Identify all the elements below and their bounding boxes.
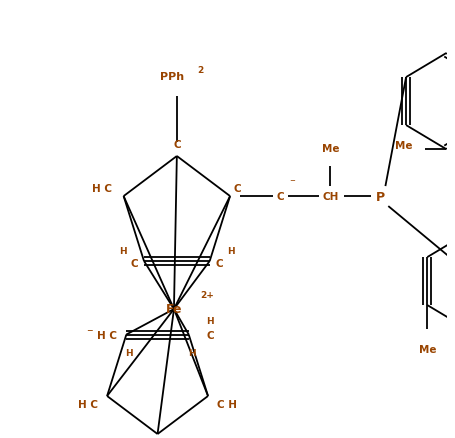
Text: C: C — [173, 140, 181, 150]
Text: H C: H C — [97, 330, 117, 340]
Text: Me: Me — [395, 141, 413, 151]
Text: C: C — [277, 192, 284, 201]
Text: C H: C H — [217, 399, 238, 409]
Text: H: H — [188, 348, 196, 357]
Text: P: P — [376, 190, 385, 203]
Text: 2: 2 — [197, 66, 203, 75]
Text: Fe: Fe — [166, 303, 182, 316]
Text: C: C — [216, 258, 223, 268]
Text: PPh: PPh — [160, 72, 184, 82]
Text: C: C — [131, 258, 138, 268]
Text: H: H — [206, 316, 214, 325]
Text: H C: H C — [92, 184, 112, 194]
Text: H: H — [227, 247, 235, 256]
Text: H: H — [119, 247, 126, 256]
Text: H C: H C — [78, 399, 98, 409]
Text: C: C — [206, 330, 214, 340]
Text: Me: Me — [322, 144, 339, 154]
Text: ⁻: ⁻ — [86, 326, 93, 339]
Text: H: H — [126, 348, 133, 357]
Text: C: C — [234, 184, 242, 194]
Text: ⁻: ⁻ — [289, 178, 295, 187]
Text: CH: CH — [322, 192, 339, 201]
Text: 2+: 2+ — [200, 291, 214, 300]
Text: Me: Me — [419, 344, 436, 354]
